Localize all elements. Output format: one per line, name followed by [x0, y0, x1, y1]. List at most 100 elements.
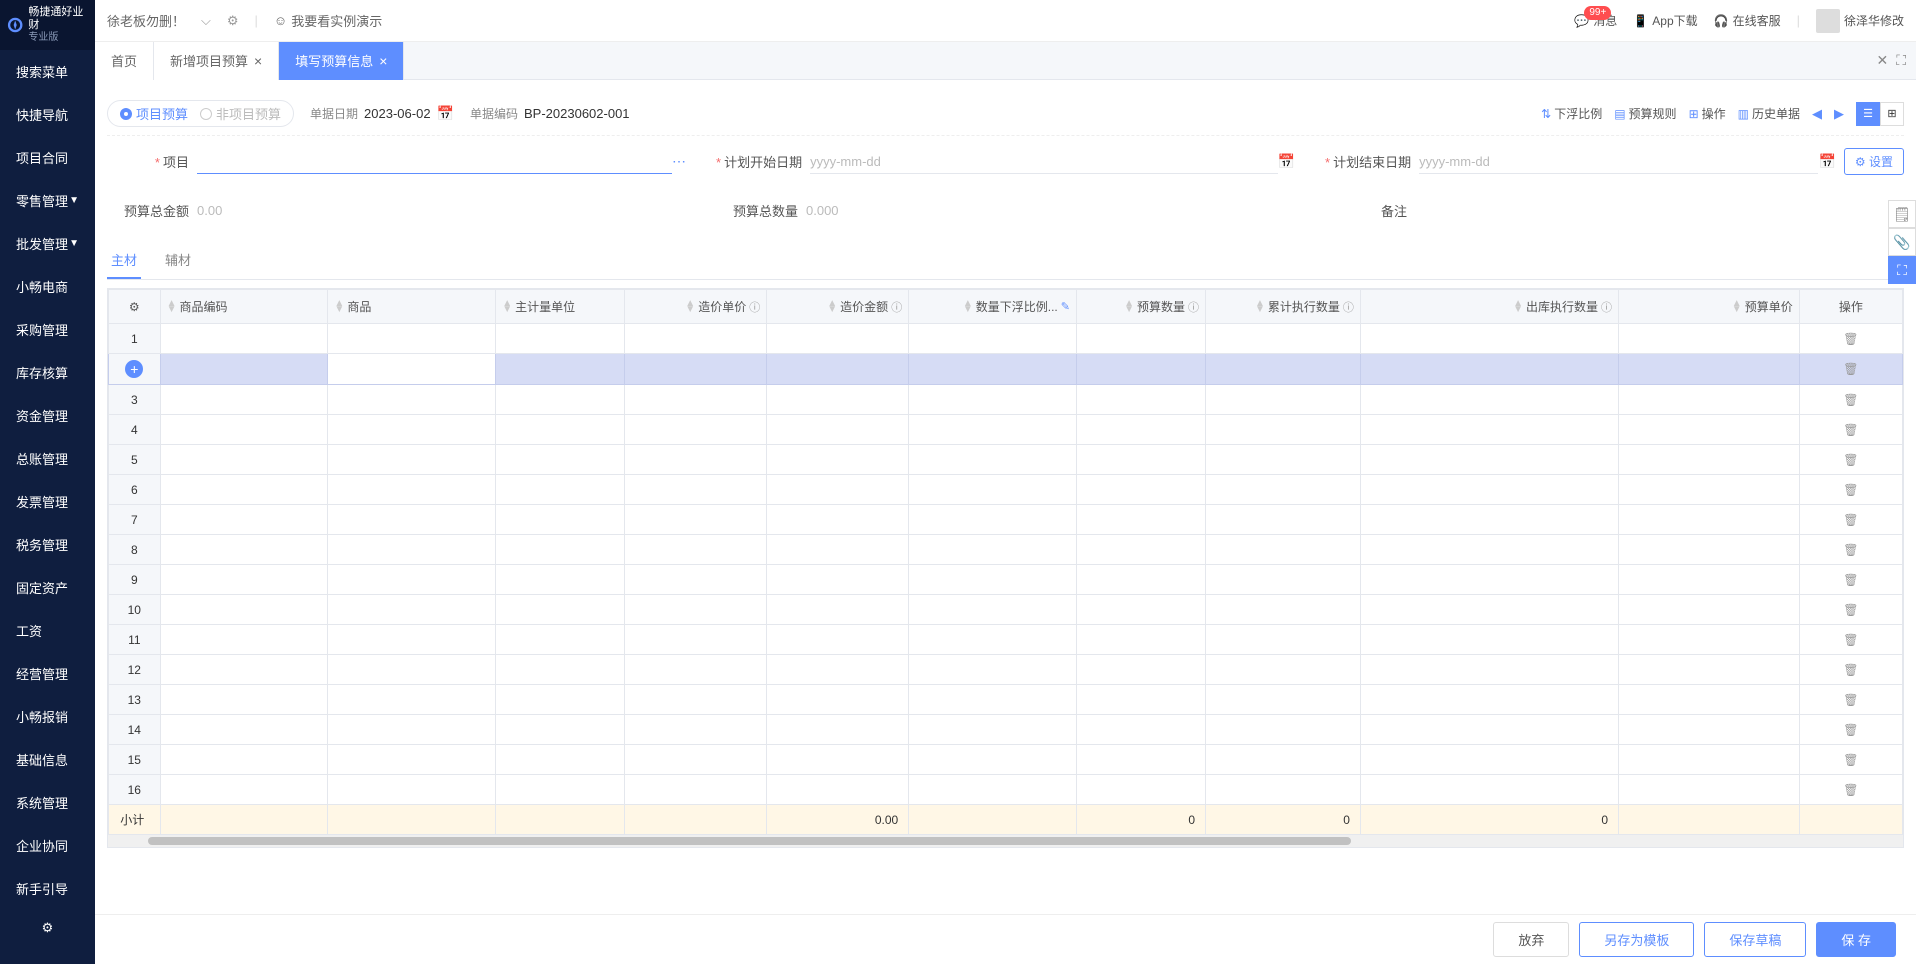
float-ratio-action[interactable]: ⇅下浮比例 [1541, 105, 1602, 122]
add-row-button[interactable]: + [125, 360, 143, 378]
side-note-icon[interactable]: 🗒 [1888, 200, 1916, 228]
save-button[interactable]: 保 存 [1816, 922, 1896, 957]
nav-item-9[interactable]: 总账管理 [0, 437, 95, 480]
table-row[interactable]: 8🗑 [109, 535, 1903, 565]
table-row[interactable]: 16🗑 [109, 775, 1903, 805]
table-row[interactable]: 13🗑 [109, 685, 1903, 715]
plan-end-input[interactable] [1419, 150, 1818, 174]
calendar-icon[interactable]: 📅 [437, 105, 454, 122]
nav-item-3[interactable]: 零售管理▼ [0, 179, 95, 222]
user-menu[interactable]: 徐泽华修改 [1816, 9, 1904, 33]
messages-link[interactable]: 💬 消息 99+ [1574, 12, 1617, 29]
table-row[interactable]: 14🗑 [109, 715, 1903, 745]
nav-item-13[interactable]: 工资 [0, 609, 95, 652]
table-settings-icon[interactable]: ⚙ [109, 290, 161, 324]
nav-item-11[interactable]: 税务管理 [0, 523, 95, 566]
topbar-dropdown-icon[interactable]: ⌵ [201, 13, 211, 29]
logo-icon [6, 15, 24, 35]
next-bill-icon[interactable]: ▶ [1834, 106, 1844, 122]
tab-close-icon[interactable]: × [379, 53, 387, 69]
delete-row-icon[interactable]: 🗑 [1843, 332, 1858, 346]
topbar-gear-icon[interactable]: ⚙ [227, 13, 239, 29]
nav-item-8[interactable]: 资金管理 [0, 394, 95, 437]
plan-start-input[interactable] [810, 150, 1277, 174]
table-row[interactable]: 7🗑 [109, 505, 1903, 535]
nav-item-7[interactable]: 库存核算 [0, 351, 95, 394]
tab-2[interactable]: 填写预算信息× [279, 42, 404, 80]
project-lookup-icon[interactable]: ⋯ [672, 153, 686, 170]
nav-item-12[interactable]: 固定资产 [0, 566, 95, 609]
nav-item-0[interactable]: 搜索菜单 [0, 50, 95, 93]
discard-button[interactable]: 放弃 [1493, 922, 1569, 957]
side-attachment-icon[interactable]: 📎 [1888, 228, 1916, 256]
table-row[interactable]: 3🗑 [109, 385, 1903, 415]
tab-close-icon[interactable]: × [254, 53, 262, 69]
delete-row-icon[interactable]: 🗑 [1843, 453, 1858, 467]
plan-end-calendar-icon[interactable]: 📅 [1818, 153, 1835, 170]
delete-row-icon[interactable]: 🗑 [1843, 783, 1858, 797]
nav-item-15[interactable]: 小畅报销 [0, 695, 95, 738]
nav-item-6[interactable]: 采购管理 [0, 308, 95, 351]
table-row[interactable]: 1🗑 [109, 324, 1903, 354]
sub-tab-main[interactable]: 主材 [107, 242, 141, 279]
delete-row-icon[interactable]: 🗑 [1843, 603, 1858, 617]
view-mode-list[interactable]: ☰ [1856, 102, 1880, 126]
delete-row-icon[interactable]: 🗑 [1843, 723, 1858, 737]
delete-row-icon[interactable]: 🗑 [1843, 483, 1858, 497]
operations-action[interactable]: ⊞操作 [1689, 105, 1726, 122]
table-row[interactable]: 12🗑 [109, 655, 1903, 685]
history-bills-action[interactable]: ▥历史单据 [1738, 105, 1800, 122]
nav-item-18[interactable]: 企业协同 [0, 824, 95, 867]
project-input[interactable] [197, 150, 672, 174]
delete-row-icon[interactable]: 🗑 [1843, 663, 1858, 677]
nav-item-2[interactable]: 项目合同 [0, 136, 95, 179]
budget-rules-action[interactable]: ▤预算规则 [1614, 105, 1676, 122]
nav-item-1[interactable]: 快捷导航 [0, 93, 95, 136]
horizontal-scrollbar[interactable] [108, 835, 1903, 847]
view-mode-card[interactable]: ⊞ [1880, 102, 1904, 126]
tab-close-all-icon[interactable]: ✕ [1876, 52, 1888, 69]
table-row[interactable]: 4🗑 [109, 415, 1903, 445]
nav-item-17[interactable]: 系统管理 [0, 781, 95, 824]
delete-row-icon[interactable]: 🗑 [1843, 693, 1858, 707]
radio-project-budget[interactable]: 项目预算 [120, 104, 188, 123]
settings-button[interactable]: ⚙ 设置 [1844, 148, 1904, 175]
table-row[interactable]: +🗑 [109, 354, 1903, 385]
delete-row-icon[interactable]: 🗑 [1843, 393, 1858, 407]
nav-item-19[interactable]: 新手引导 [0, 867, 95, 910]
save-template-button[interactable]: 另存为模板 [1579, 922, 1694, 957]
tab-1[interactable]: 新增项目预算× [154, 42, 279, 80]
table-row[interactable]: 5🗑 [109, 445, 1903, 475]
delete-row-icon[interactable]: 🗑 [1843, 573, 1858, 587]
delete-row-icon[interactable]: 🗑 [1843, 543, 1858, 557]
online-service-link[interactable]: 🎧 在线客服 [1714, 12, 1781, 29]
table-row[interactable]: 9🗑 [109, 565, 1903, 595]
delete-row-icon[interactable]: 🗑 [1843, 423, 1858, 437]
prev-bill-icon[interactable]: ◀ [1812, 106, 1822, 122]
bill-date-value[interactable]: 2023-06-02 [364, 106, 431, 121]
table-row[interactable]: 15🗑 [109, 745, 1903, 775]
side-expand-icon[interactable]: ⛶ [1888, 256, 1916, 284]
delete-row-icon[interactable]: 🗑 [1843, 633, 1858, 647]
nav-item-10[interactable]: 发票管理 [0, 480, 95, 523]
app-download-link[interactable]: 📱 App下载 [1633, 12, 1697, 29]
sub-tab-auxiliary[interactable]: 辅材 [161, 242, 195, 279]
tab-0[interactable]: 首页 [95, 42, 154, 80]
save-draft-button[interactable]: 保存草稿 [1704, 922, 1806, 957]
nav-item-14[interactable]: 经营管理 [0, 652, 95, 695]
delete-row-icon[interactable]: 🗑 [1843, 362, 1858, 376]
tab-fullscreen-icon[interactable]: ⛶ [1896, 52, 1906, 69]
remark-input[interactable] [1415, 199, 1904, 222]
delete-row-icon[interactable]: 🗑 [1843, 513, 1858, 527]
delete-row-icon[interactable]: 🗑 [1843, 753, 1858, 767]
nav-item-16[interactable]: 基础信息 [0, 738, 95, 781]
table-row[interactable]: 11🗑 [109, 625, 1903, 655]
table-row[interactable]: 6🗑 [109, 475, 1903, 505]
table-row[interactable]: 10🗑 [109, 595, 1903, 625]
nav-item-4[interactable]: 批发管理▼ [0, 222, 95, 265]
topbar-demo-link[interactable]: ☺我要看实例演示 [274, 11, 382, 30]
plan-start-calendar-icon[interactable]: 📅 [1278, 153, 1295, 170]
radio-non-project-budget[interactable]: 非项目预算 [200, 104, 281, 123]
sidebar-settings-icon[interactable]: ⚙ [0, 910, 95, 946]
nav-item-5[interactable]: 小畅电商 [0, 265, 95, 308]
